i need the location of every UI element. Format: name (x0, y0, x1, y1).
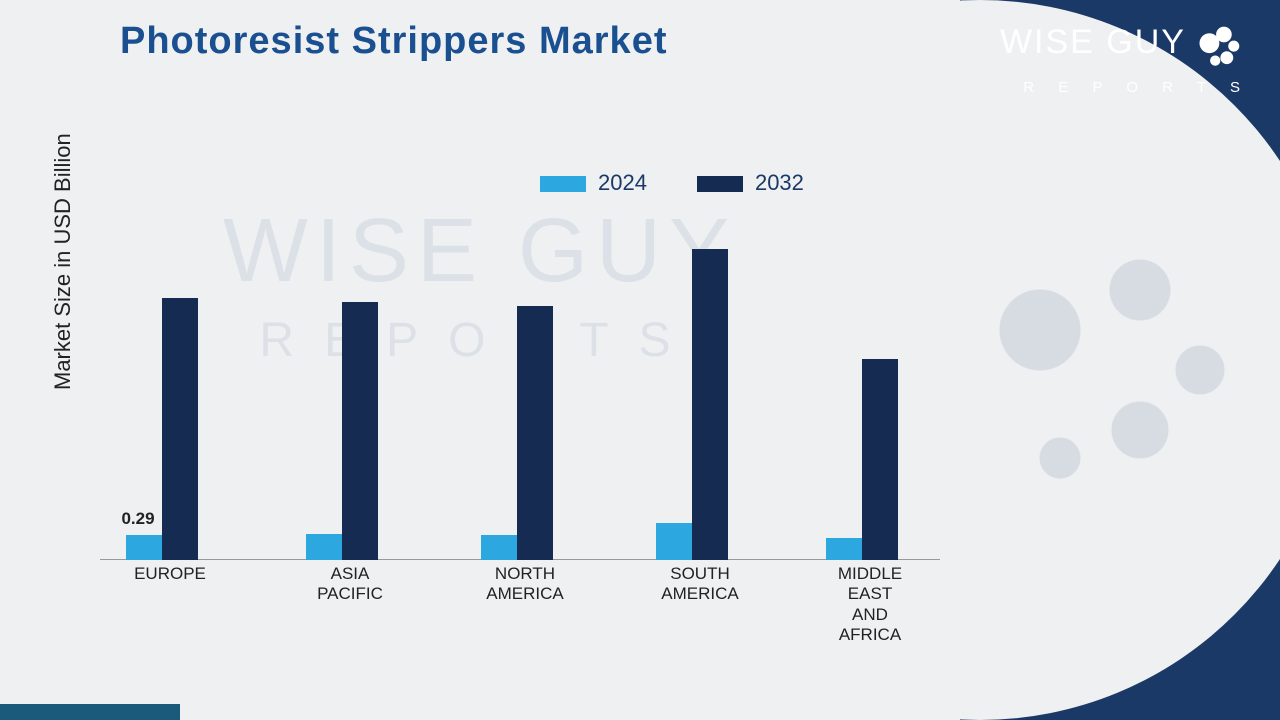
legend-swatch-2024 (540, 176, 586, 192)
bar-2032 (862, 359, 898, 560)
bar-2032 (342, 302, 378, 560)
category-label: NORTHAMERICA (455, 564, 595, 605)
brand-line1: WISE GUY (1000, 23, 1186, 61)
category-label: ASIAPACIFIC (280, 564, 420, 605)
bar-2024 (656, 523, 692, 560)
legend-item-2032: 2032 (697, 170, 804, 196)
brand-line2: R E P O R T S (1000, 80, 1250, 95)
brand-head-icon (1192, 20, 1250, 78)
right-band (960, 0, 1280, 720)
category-label: MIDDLEEASTANDAFRICA (800, 564, 940, 646)
category-label: EUROPE (100, 564, 240, 584)
legend-swatch-2032 (697, 176, 743, 192)
y-axis-label: Market Size in USD Billion (50, 133, 76, 390)
bar-2032 (692, 249, 728, 560)
bar-2032 (517, 306, 553, 560)
legend-label-2024: 2024 (598, 170, 647, 195)
bar-2024 (126, 535, 162, 560)
bar-2024 (826, 538, 862, 560)
legend: 2024 2032 (540, 170, 804, 196)
bar-2032 (162, 298, 198, 561)
brand-logo: WISE GUY R E P O R T S (1000, 20, 1250, 95)
bar-2024 (306, 534, 342, 560)
bar-2024 (481, 535, 517, 560)
chart-stage: Photoresist Strippers Market WISE GUY R … (0, 0, 1280, 720)
legend-item-2024: 2024 (540, 170, 647, 196)
legend-label-2032: 2032 (755, 170, 804, 195)
category-label: SOUTHAMERICA (630, 564, 770, 605)
footer-accent-bar (0, 704, 180, 720)
bar-value-label: 0.29 (118, 509, 158, 529)
chart-title: Photoresist Strippers Market (120, 20, 667, 63)
plot-area: 0.29 (100, 210, 940, 560)
